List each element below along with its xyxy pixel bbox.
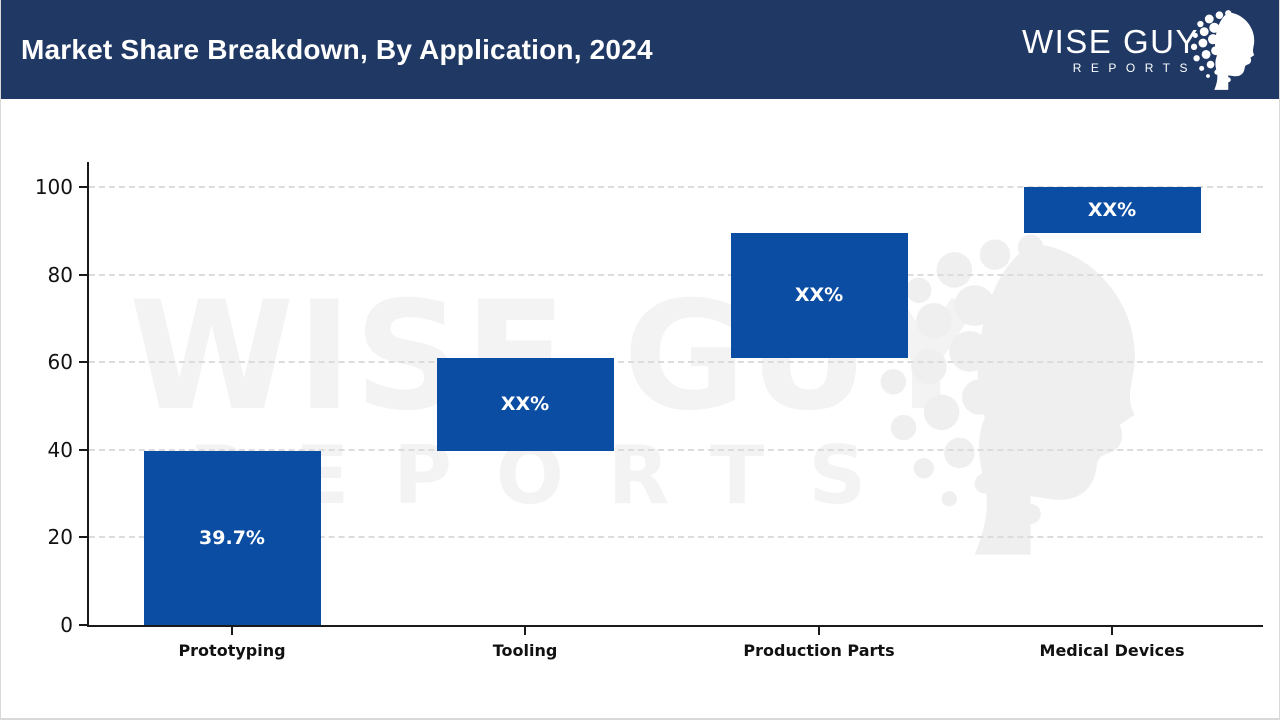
y-tick-label-20: 20: [47, 525, 73, 550]
bar-medical-devices: XX%: [1023, 187, 1201, 233]
logo-text: WISE GUY REPORTS: [1022, 25, 1199, 75]
y-tick-label-0: 0: [60, 613, 73, 637]
x-tick-3: [1111, 627, 1113, 635]
y-tick-0: [79, 624, 87, 626]
bar-prototyping: 39.7%: [143, 451, 321, 625]
y-tick-40: [79, 448, 87, 451]
y-tick-label-40: 40: [47, 437, 73, 462]
y-tick-100: [79, 186, 87, 188]
gridline-80: [89, 273, 1263, 276]
x-axis-label-1: Tooling: [492, 641, 558, 660]
x-tick-2: [818, 627, 820, 635]
y-tick-label-100: 100: [34, 175, 73, 199]
gridline-60: [89, 361, 1263, 364]
gridline-100: [89, 186, 1263, 188]
x-tick-0: [231, 627, 233, 635]
y-tick-80: [79, 273, 87, 276]
y-tick-20: [79, 536, 87, 539]
y-tick-label-60: 60: [47, 350, 73, 375]
chart-title: Market Share Breakdown, By Application, …: [21, 33, 653, 65]
logo-subtitle: REPORTS: [1072, 60, 1197, 75]
gridline-20: [89, 536, 1263, 539]
x-axis-label-0: Prototyping: [178, 641, 286, 660]
bar-value-label: XX%: [794, 284, 844, 307]
bar-value-label: XX%: [500, 393, 550, 416]
header-bar: Market Share Breakdown, By Application, …: [1, 0, 1279, 99]
gridline-40: [89, 448, 1263, 451]
bar-tooling: XX%: [436, 357, 614, 452]
logo-wordmark: WISE GUY: [1021, 22, 1199, 60]
x-axis-label-3: Medical Devices: [1039, 641, 1185, 660]
bar-value-label: 39.7%: [199, 527, 265, 550]
y-tick-label-80: 80: [47, 262, 73, 287]
y-tick-60: [79, 361, 87, 364]
wise-guy-logo: WISE GUY REPORTS: [1022, 7, 1265, 93]
bar-production-parts: XX%: [730, 232, 908, 358]
x-tick-1: [524, 627, 526, 635]
y-axis-spine: [87, 162, 89, 627]
bar-value-label: XX%: [1087, 198, 1137, 221]
x-axis-spine: [87, 625, 1263, 627]
x-axis-label-2: Production Parts: [743, 641, 895, 660]
